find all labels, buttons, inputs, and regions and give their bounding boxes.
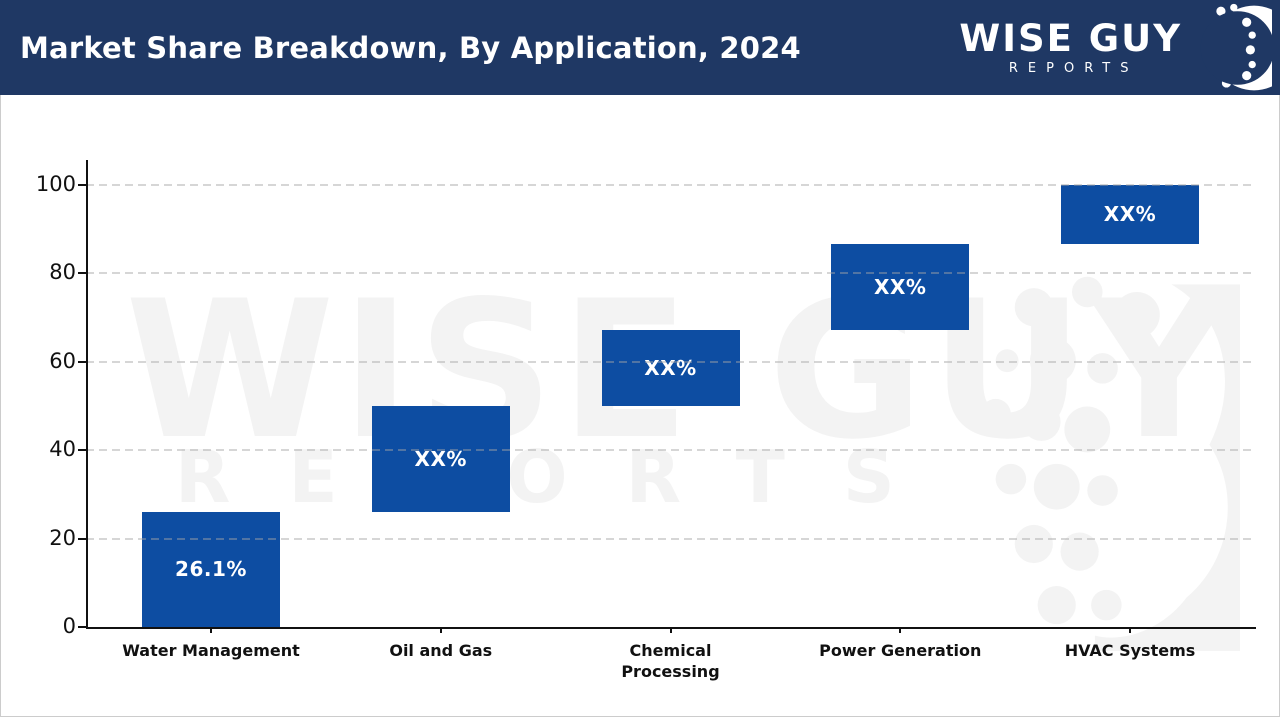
wise-guy-logo: WISE GUY REPORTS bbox=[959, 2, 1280, 94]
logo-face-icon bbox=[1200, 3, 1272, 90]
x-axis-category-label: Water Management bbox=[96, 640, 326, 661]
bar-water-management: 26.1% bbox=[142, 511, 280, 627]
x-axis-category-label: Chemical Processing bbox=[556, 640, 786, 682]
y-axis-tick-label: 40 bbox=[49, 437, 76, 462]
logo-text: WISE GUY REPORTS bbox=[959, 20, 1182, 76]
bar-value-label: XX% bbox=[874, 274, 927, 299]
y-axis-tick-label: 80 bbox=[49, 260, 76, 285]
x-axis-category-line: Oil and Gas bbox=[389, 641, 493, 660]
y-axis-tick-mark bbox=[78, 626, 86, 628]
bar-power-generation: XX% bbox=[831, 243, 970, 330]
y-axis-line bbox=[86, 160, 88, 629]
y-axis-tick-mark bbox=[78, 537, 86, 540]
x-axis-category-line: HVAC Systems bbox=[1064, 641, 1196, 660]
x-axis-tick-mark bbox=[210, 627, 212, 633]
x-axis-tick-mark bbox=[669, 627, 672, 633]
y-axis-tick-label: 100 bbox=[35, 172, 76, 196]
y-axis-tick-mark bbox=[78, 272, 86, 275]
logo-subtext: REPORTS bbox=[1008, 60, 1139, 76]
page-border-left bbox=[0, 95, 1, 717]
y-axis-tick-mark bbox=[78, 360, 86, 363]
bar-value-label: XX% bbox=[1103, 202, 1157, 227]
gridline-80 bbox=[86, 272, 1253, 275]
bar-value-label: XX% bbox=[414, 446, 467, 471]
x-axis-category-line: Power Generation bbox=[819, 641, 982, 660]
gridline-40 bbox=[86, 449, 1253, 452]
header-bar: Market Share Breakdown, By Application, … bbox=[0, 0, 1280, 95]
page-border-bottom bbox=[0, 716, 1280, 717]
x-axis-category-line: Water Management bbox=[122, 641, 300, 660]
y-axis-tick-mark bbox=[78, 449, 86, 452]
x-axis-category-label: Oil and Gas bbox=[326, 640, 556, 661]
gridline-60 bbox=[86, 360, 1253, 363]
gridline-100 bbox=[86, 184, 1253, 186]
bar-value-label: 26.1% bbox=[175, 557, 247, 582]
x-axis-category-label: HVAC Systems bbox=[1015, 640, 1245, 661]
logo-wordmark: WISE GUY bbox=[959, 16, 1182, 60]
bar-oil-and-gas: XX% bbox=[371, 406, 510, 512]
waterfall-chart: 0 20 40 60 80 100 26.1% Water Management XX% Oil … bbox=[0, 95, 1280, 720]
bar-value-label: XX% bbox=[644, 355, 697, 380]
page-title: Market Share Breakdown, By Application, … bbox=[20, 30, 801, 65]
bar-hvac-systems: XX% bbox=[1061, 185, 1199, 244]
gridline-20 bbox=[86, 537, 1253, 540]
x-axis-category-line: Processing bbox=[621, 662, 720, 681]
x-axis-tick-mark bbox=[439, 627, 442, 633]
x-axis-category-line: Chemical bbox=[629, 641, 712, 660]
bar-chemical-processing: XX% bbox=[601, 329, 740, 406]
x-axis-tick-mark bbox=[899, 627, 902, 633]
y-axis-tick-label: 0 bbox=[62, 614, 76, 638]
x-axis-line bbox=[86, 627, 1256, 629]
y-axis-tick-label: 60 bbox=[49, 348, 76, 373]
y-axis-tick-label: 20 bbox=[49, 525, 76, 550]
x-axis-category-label: Power Generation bbox=[785, 640, 1015, 661]
y-axis-tick-mark bbox=[78, 184, 86, 186]
